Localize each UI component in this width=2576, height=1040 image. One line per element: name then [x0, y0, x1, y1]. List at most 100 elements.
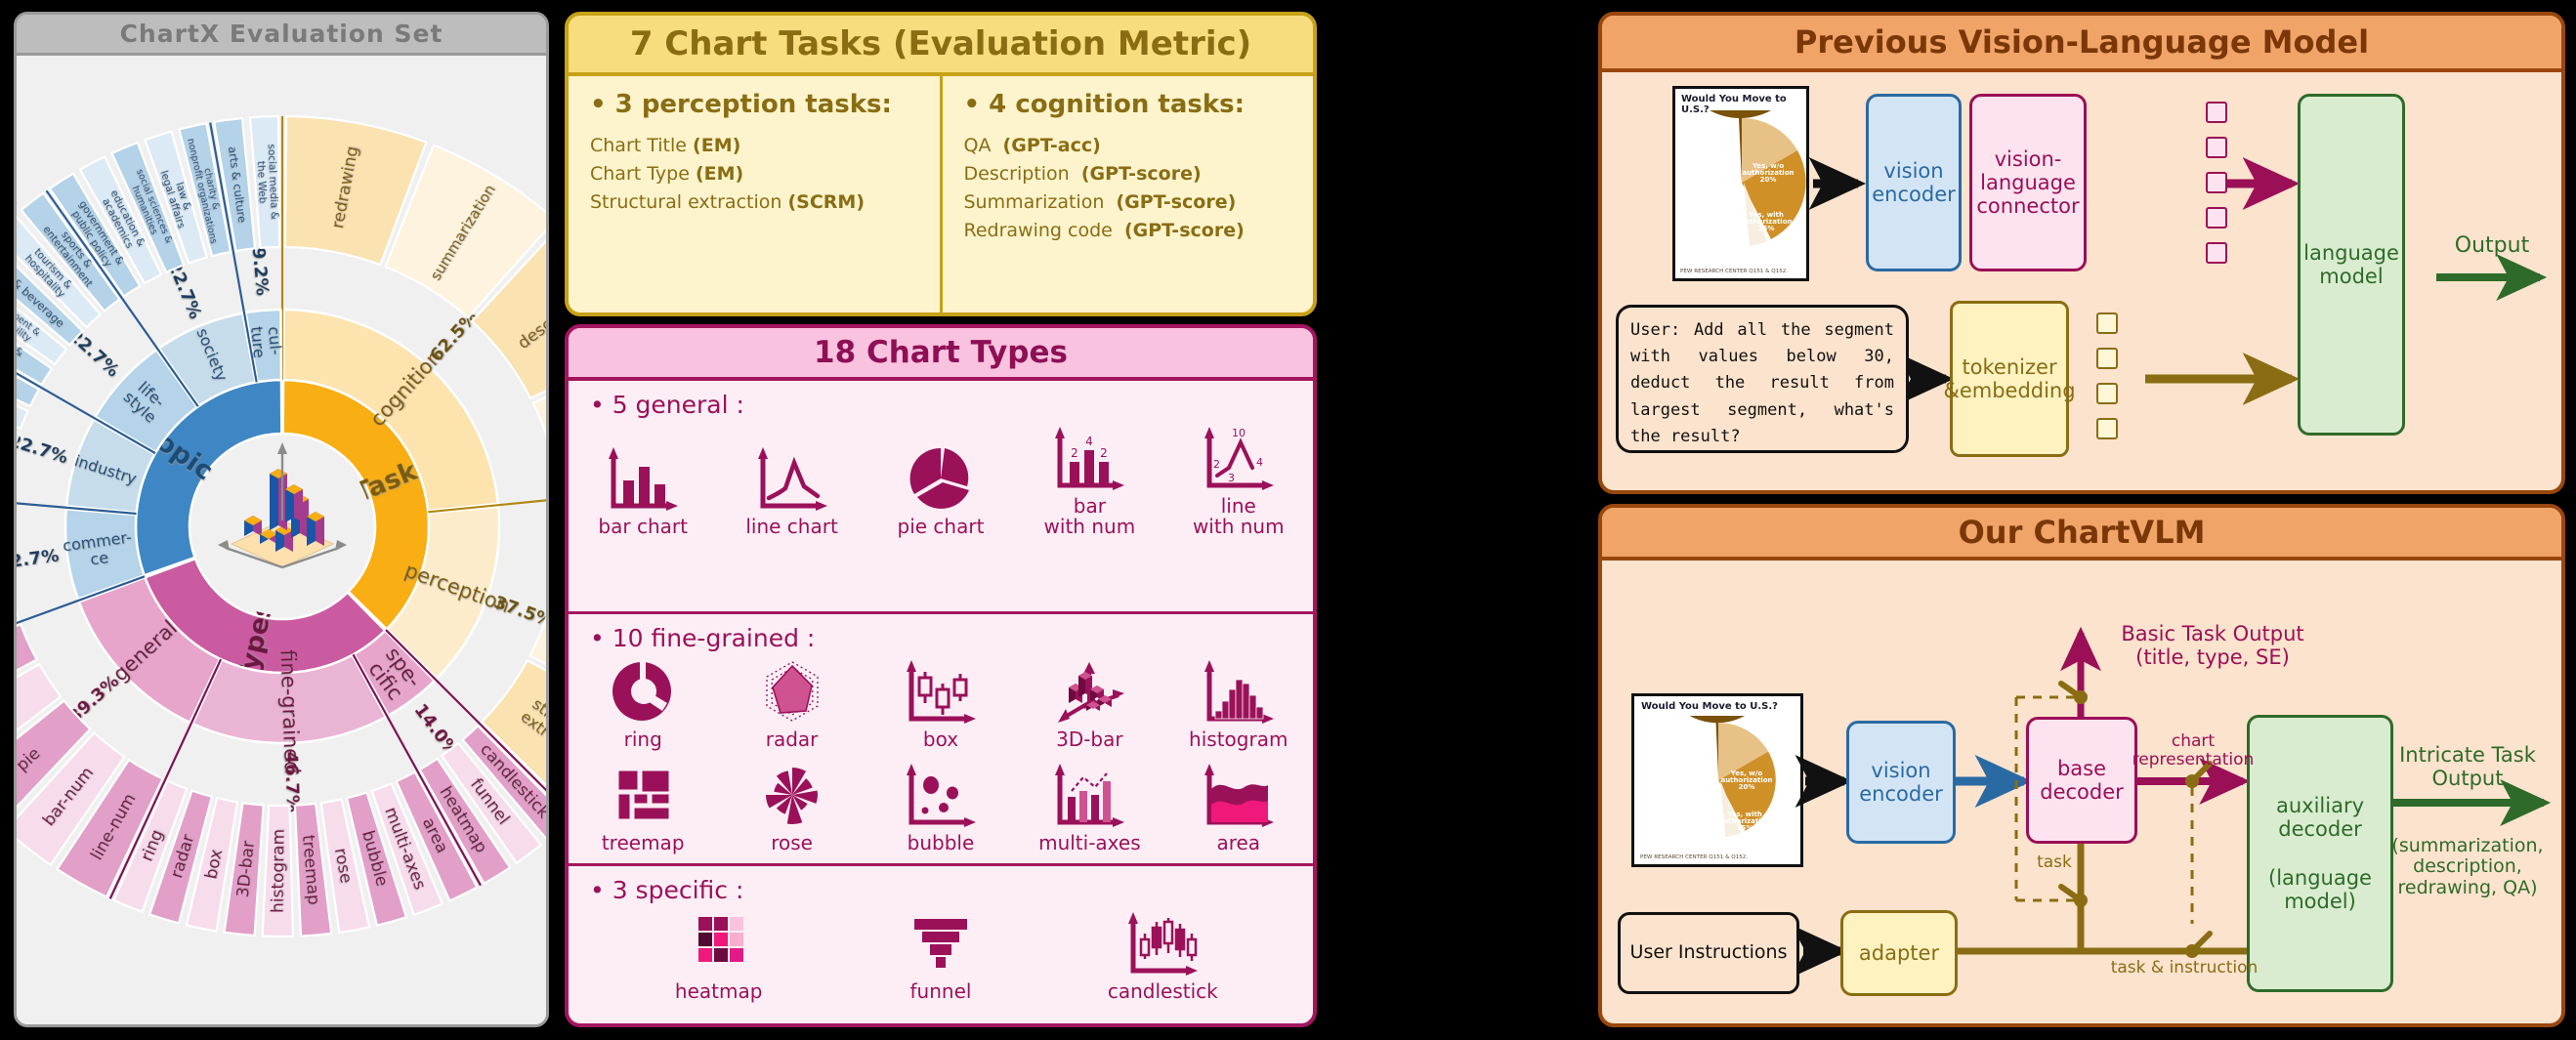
chart-thumbnail: Would You Move to U.S.? No 61% Yes, w/o … [1631, 693, 1803, 867]
svg-text:2: 2 [1072, 446, 1079, 460]
chart-type-label: histogram [1189, 728, 1288, 751]
chart-type-label: treemap [601, 831, 685, 854]
chart-type-label: candlestick [1107, 979, 1218, 1003]
thumbnail-title: Would You Move to U.S.? [1641, 701, 1778, 712]
svg-text:4: 4 [1256, 456, 1263, 469]
box-plot-icon [902, 654, 980, 727]
chartx-panel-body: Tasks Types Topics cognition 62.5% redrawing s… [17, 56, 546, 1024]
thumbnail-title: Would You Move to U.S.? [1681, 94, 1787, 115]
chart-type-item: area [1175, 758, 1302, 853]
task-name: Summarization [963, 191, 1105, 213]
chart-type-item: bubble [877, 758, 1004, 853]
vision-token [2206, 137, 2227, 158]
fine-grained-heading: • 10 fine-grained : [590, 624, 816, 652]
chart-type-item: 2 4 2 bar with num [1026, 421, 1153, 537]
our-chartvlm-panel: Our ChartVLM Would You Move to U.S.? No … [1598, 504, 2565, 1027]
svg-text:9.2%: 9.2% [248, 246, 273, 297]
perception-task-item: Chart Title (EM) [590, 135, 924, 156]
previous-vlm-panel: Previous Vision-Language Model Would You… [1598, 12, 2565, 494]
chart-type-item: heatmap [655, 906, 782, 1002]
thumbnail-footer: PEW RESEARCH CENTER Q151 & Q152. [1680, 269, 1789, 274]
task-name: QA [963, 135, 992, 156]
text-token [2096, 312, 2118, 334]
language-model-block[interactable]: language model [2298, 94, 2405, 436]
vision-token [2206, 207, 2227, 229]
our-chartvlm-header: Our ChartVLM [1602, 508, 2561, 561]
treemap-icon [604, 758, 682, 830]
svg-text:social media &the Web: social media &the Web [254, 144, 280, 220]
cognition-task-item: Redrawing code (GPT-score) [964, 220, 1298, 241]
vision-token [2206, 242, 2227, 264]
chart-type-item: multi-axes [1026, 758, 1153, 853]
task-name: Description [963, 163, 1070, 185]
task-metric: (GPT-score) [1116, 191, 1237, 213]
chart-type-label: ring [623, 728, 662, 751]
task-metric: (EM) [693, 135, 741, 156]
chart-type-item: histogram [1175, 654, 1302, 750]
chart-type-item: candlestick [1099, 906, 1226, 1002]
previous-vlm-body: Would You Move to U.S.? No 61% Yes, w/o … [1602, 72, 2561, 490]
auxiliary-decoder-block[interactable]: auxiliary decoder (language model) [2247, 715, 2393, 992]
candlestick-chart-icon [1123, 906, 1202, 978]
text-token [2096, 383, 2118, 404]
task-name: Redrawing code [963, 220, 1113, 241]
vision-encoder-block[interactable]: vision encoder [1846, 721, 1956, 844]
svg-text:3: 3 [1228, 472, 1235, 484]
svg-text:cul-ture: cul-ture [248, 324, 286, 359]
vision-token [2206, 172, 2227, 193]
text-token [2096, 348, 2118, 369]
basic-task-output-label: Basic Task Output (title, type, SE) [2121, 622, 2304, 669]
ring-chart-icon [604, 654, 682, 727]
vision-encoder-block[interactable]: vision encoder [1866, 94, 1962, 271]
specific-types-row: heatmap funnel candlestick [569, 906, 1313, 1002]
svg-text:histogram: histogram [269, 829, 289, 913]
chart-type-item: radar [729, 654, 856, 750]
perception-tasks-column: • 3 perception tasks: Chart Title (EM) C… [569, 76, 943, 312]
specific-heading: • 3 specific : [590, 876, 744, 904]
histogram-icon [1200, 654, 1278, 727]
text-token [2096, 418, 2118, 439]
chart-type-item: 3D-bar [1026, 654, 1153, 750]
chart-type-label: bar chart [598, 515, 688, 538]
chart-representation-label: chart representation [2132, 731, 2255, 770]
task-name: Chart Type [590, 163, 690, 185]
cognition-task-item: QA (GPT-acc) [964, 135, 1298, 156]
chart-type-item: funnel [877, 906, 1004, 1002]
fine-grained-types-row: ring radar box [569, 654, 1313, 750]
task-metric: (EM) [695, 163, 744, 185]
intricate-task-output-sub-label: (summarization, description, redrawing, … [2391, 835, 2544, 898]
3d-bar-chart-icon [218, 442, 347, 569]
output-label: Output [2454, 233, 2530, 258]
chart-types-body: • 5 general : bar chart line chart pie c… [569, 381, 1313, 1023]
intricate-task-output-label: Intricate Task Output [2399, 743, 2536, 790]
chart-type-label: box [922, 728, 959, 751]
tokenizer-embedding-block[interactable]: tokenizer &embedding [1943, 301, 2076, 457]
adapter-block[interactable]: adapter [1840, 910, 1958, 996]
chart-type-label: line with num [1192, 494, 1285, 538]
chart-type-item: pie chart [877, 441, 1004, 537]
chart-type-item: box [877, 654, 1004, 750]
radar-chart-icon [753, 654, 831, 727]
pie-slice-label: DK 3% [1701, 834, 1714, 851]
chart-tasks-panel: 7 Chart Tasks (Evaluation Metric) • 3 pe… [565, 12, 1317, 316]
funnel-chart-icon [902, 906, 980, 978]
svg-text:2: 2 [1101, 446, 1109, 460]
rose-chart-icon [753, 758, 831, 830]
bar-with-num-icon: 2 4 2 [1050, 421, 1128, 493]
base-decoder-block[interactable]: base decoder [2026, 717, 2137, 844]
bar-chart-icon [604, 441, 682, 514]
user-prompt-box[interactable]: User: Add all the segment with values be… [1616, 305, 1909, 453]
chart-type-label: area [1216, 831, 1261, 854]
vision-language-connector-block[interactable]: vision-language connector [1969, 94, 2087, 271]
svg-text:10: 10 [1232, 427, 1246, 439]
chartx-panel-title: ChartX Evaluation Set [119, 20, 443, 48]
pie-slice-label: Yes, w/o authorization 20% [1742, 162, 1795, 185]
chart-type-label: line chart [745, 515, 838, 538]
general-types-section: • 5 general : bar chart line chart pie c… [569, 381, 1313, 611]
fine-grained-types-row: treemap rose bubble multi-axes [569, 758, 1313, 853]
chart-tasks-body: • 3 perception tasks: Chart Title (EM) C… [569, 76, 1313, 312]
user-instructions-block[interactable]: User Instructions [1618, 912, 1799, 994]
chart-type-item: 2 3 10 4 line with num [1175, 421, 1302, 537]
our-chartvlm-title: Our ChartVLM [1958, 514, 2206, 551]
